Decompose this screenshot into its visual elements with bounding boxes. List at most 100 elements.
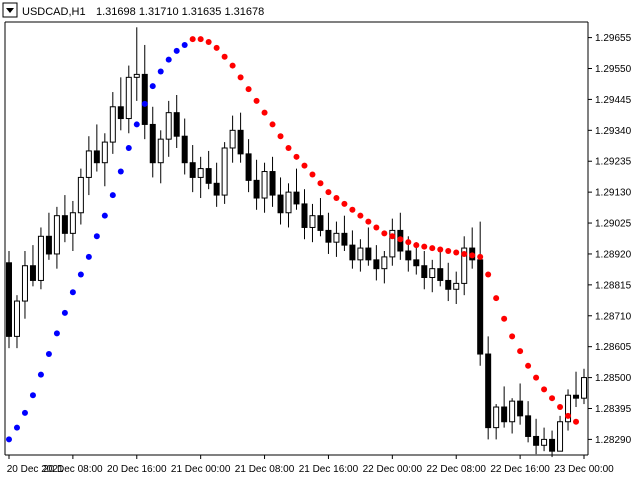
- price-tick-label[interactable]: 1.29025: [595, 219, 632, 230]
- candle-body-bearish: [269, 171, 276, 196]
- candlestick: [165, 100, 172, 157]
- psar-dot-up: [173, 47, 180, 54]
- price-tick-label[interactable]: 1.29655: [595, 33, 632, 44]
- price-tick-label[interactable]: 1.28290: [595, 435, 632, 446]
- psar-dot-up: [61, 309, 68, 316]
- candlestick: [93, 124, 100, 172]
- candle-body-bullish: [357, 247, 364, 261]
- candlestick: [237, 112, 244, 163]
- price-tick-label[interactable]: 1.29235: [595, 157, 632, 168]
- candlestick: [501, 386, 508, 428]
- price-tick-label[interactable]: 1.29550: [595, 64, 632, 75]
- candlestick: [541, 427, 548, 452]
- time-tick-label[interactable]: 22 Dec 08:00: [426, 464, 486, 475]
- psar-dot-down: [573, 418, 580, 425]
- candlestick: [269, 156, 276, 207]
- price-tick-label[interactable]: 1.28710: [595, 311, 632, 322]
- psar-dot-up: [101, 212, 108, 219]
- psar-dot-up: [181, 41, 188, 48]
- candlestick: [133, 27, 140, 101]
- candlestick: [293, 168, 300, 210]
- psar-dot-up: [53, 330, 60, 337]
- candlestick: [149, 106, 156, 178]
- candlestick: [565, 389, 572, 431]
- candlestick: [285, 183, 292, 228]
- candlestick: [253, 159, 260, 210]
- candlestick: [117, 77, 124, 131]
- candle-body-bearish: [253, 179, 260, 199]
- psar-dot-down: [549, 395, 556, 402]
- candle-body-bullish: [13, 300, 20, 337]
- candlestick: [357, 239, 364, 272]
- candle-body-bearish: [181, 135, 188, 164]
- psar-dot-up: [77, 271, 84, 278]
- candle-body-bearish: [477, 259, 484, 355]
- time-tick-label[interactable]: 20 Dec 16:00: [107, 464, 167, 475]
- psar-dot-down: [429, 245, 436, 252]
- candle-body-bearish: [61, 215, 68, 234]
- price-tick-label[interactable]: 1.28815: [595, 280, 632, 291]
- candle-body-bullish: [333, 232, 340, 243]
- candlestick: [277, 177, 284, 225]
- price-tick-label[interactable]: 1.29445: [595, 95, 632, 106]
- psar-dot-down: [309, 171, 316, 178]
- candle-body-bullish: [133, 73, 140, 78]
- candle-body-bullish: [77, 176, 84, 214]
- time-tick-label[interactable]: 22 Dec 00:00: [363, 464, 423, 475]
- ohlc-values: 1.31698 1.31710 1.31635 1.31678: [96, 6, 264, 18]
- price-tick-label[interactable]: 1.29130: [595, 188, 632, 199]
- candlestick: [309, 203, 316, 243]
- price-axis-labels[interactable]: 1.29655 1.29550 1.29445 1.29340 1.29235 1.291…: [595, 33, 632, 446]
- candle-body-bullish: [581, 377, 588, 399]
- psar-dot-down: [285, 144, 292, 151]
- time-tick-label[interactable]: 23 Dec 00:00: [554, 464, 614, 475]
- candlestick: [53, 206, 60, 269]
- candlestick: [21, 251, 28, 319]
- candlestick: [365, 227, 372, 266]
- candlestick: [485, 336, 492, 440]
- psar-dot-down: [461, 250, 468, 257]
- price-tick-label[interactable]: 1.28920: [595, 249, 632, 260]
- candlestick: [29, 245, 36, 287]
- candlestick: [197, 156, 204, 199]
- price-tick-label[interactable]: 1.28500: [595, 373, 632, 384]
- candlestick: [221, 142, 228, 204]
- candlestick: [109, 92, 116, 154]
- caret-down-icon[interactable]: [6, 8, 14, 13]
- psar-dot-down: [373, 224, 380, 231]
- chart-axes: [4, 21, 592, 459]
- candle-body-bearish: [549, 438, 556, 452]
- candle-body-bullish: [541, 438, 548, 446]
- candle-body-bearish: [525, 415, 532, 437]
- psar-dot-down: [445, 248, 452, 255]
- psar-dot-down: [389, 233, 396, 240]
- psar-dot-up: [141, 100, 148, 107]
- time-tick-label[interactable]: 21 Dec 16:00: [299, 464, 359, 475]
- time-tick-label[interactable]: 21 Dec 08:00: [235, 464, 295, 475]
- candle-body-bullish: [453, 282, 460, 290]
- psar-dot-down: [453, 249, 460, 256]
- candlestick: [301, 189, 308, 240]
- psar-dot-down: [261, 109, 268, 116]
- psar-dot-up: [133, 121, 140, 128]
- price-tick-label[interactable]: 1.28395: [595, 404, 632, 415]
- price-tick-label[interactable]: 1.29340: [595, 126, 632, 137]
- candlestick: [157, 130, 164, 184]
- candle-body-bearish: [317, 215, 324, 231]
- psar-dot-down: [205, 39, 212, 46]
- psar-dot-down: [301, 162, 308, 169]
- time-tick-label[interactable]: 22 Dec 16:00: [490, 464, 550, 475]
- candlestick: [45, 212, 52, 260]
- candle-body-bullish: [37, 235, 44, 281]
- psar-dot-down: [229, 62, 236, 69]
- candlestick: [429, 259, 436, 293]
- time-tick-label[interactable]: 20 Dec 2021: [7, 464, 64, 475]
- psar-dot-up: [165, 56, 172, 63]
- time-tick-label[interactable]: 20 Dec 08:00: [43, 464, 103, 475]
- price-tick-label[interactable]: 1.28605: [595, 342, 632, 353]
- psar-dot-down: [237, 74, 244, 81]
- time-tick-label[interactable]: 21 Dec 00:00: [171, 464, 231, 475]
